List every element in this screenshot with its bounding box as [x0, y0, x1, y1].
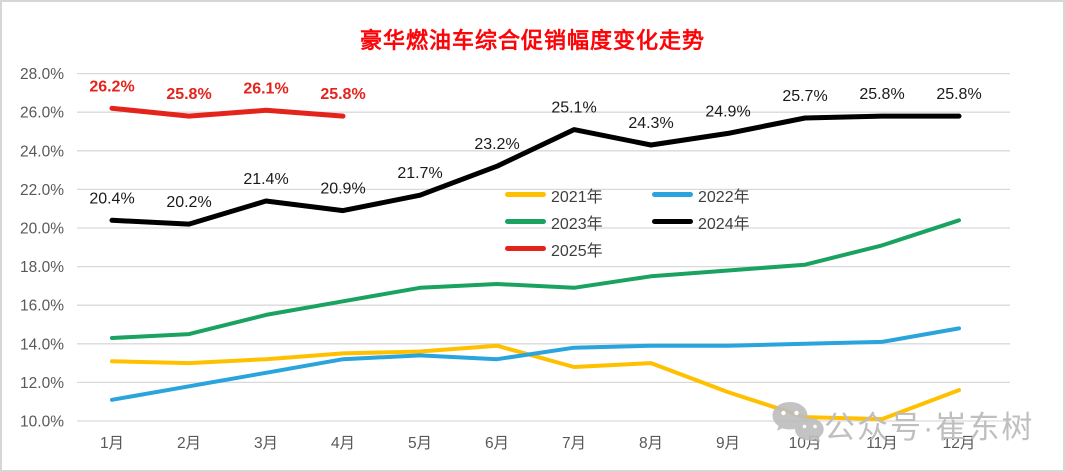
data-label-2024年: 24.9%: [705, 103, 750, 120]
x-axis-tick-label: 5月: [408, 435, 432, 452]
legend-label-2024: 2024年: [698, 215, 750, 233]
chart-title: 豪华燃油车综合促销幅度变化走势: [359, 28, 705, 53]
y-axis-tick-label: 28.0%: [20, 66, 64, 83]
data-label-2024年: 20.2%: [166, 194, 211, 211]
x-axis-tick-label: 8月: [639, 435, 663, 452]
x-axis-tick-label: 12月: [943, 435, 976, 452]
data-label-2024年: 21.4%: [243, 171, 288, 188]
series-line-2022年: [110, 326, 961, 402]
x-axis-tick-label: 11月: [866, 435, 898, 452]
y-axis-tick-label: 16.0%: [20, 298, 64, 315]
y-axis-tick-label: 24.0%: [20, 143, 64, 160]
y-axis-tick-label: 22.0%: [20, 182, 64, 199]
y-axis-tick-label: 26.0%: [20, 105, 64, 122]
legend-swatch-2025-icon: [505, 246, 546, 251]
legend-item-2022: 2022年: [652, 181, 799, 208]
legend-item-2021: 2021年: [505, 181, 652, 208]
legend-item-2025: 2025年: [505, 235, 652, 262]
legend-swatch-2024-icon: [652, 219, 693, 224]
x-axis-tick-label: 9月: [716, 435, 740, 452]
x-axis-tick-label: 1月: [100, 435, 124, 452]
y-axis-tick-label: 20.0%: [20, 221, 64, 238]
series-line-2021年: [110, 343, 961, 422]
data-label-2024年: 23.2%: [474, 136, 519, 153]
data-label-2024年: 21.7%: [397, 165, 442, 182]
data-label-2025年: 26.1%: [243, 80, 288, 97]
legend-swatch-2021-icon: [505, 192, 546, 197]
data-label-2024年: 25.1%: [551, 100, 596, 117]
x-axis-tick-label: 4月: [331, 435, 355, 452]
y-axis-tick-label: 14.0%: [20, 336, 64, 353]
data-label-2024年: 20.4%: [89, 190, 134, 207]
series-line-2025年: [109, 105, 346, 119]
x-axis-tick-label: 10月: [789, 435, 822, 452]
legend-swatch-2022-icon: [652, 192, 693, 197]
data-label-2024年: 20.9%: [320, 181, 365, 198]
x-axis-tick-label: 3月: [254, 435, 278, 452]
x-axis-tick-label: 7月: [562, 435, 586, 452]
chart-legend: 2021年 2022年 2023年 2024年 2025年: [505, 181, 799, 262]
data-label-2025年: 25.8%: [320, 86, 365, 103]
data-label-2024年: 25.7%: [782, 88, 827, 105]
x-axis-tick-label: 6月: [485, 435, 509, 452]
legend-label-2022: 2022年: [698, 188, 750, 206]
data-label-2024年: 25.8%: [936, 86, 981, 103]
series-line-2024年: [109, 113, 962, 227]
legend-label-2023: 2023年: [551, 215, 603, 233]
data-label-2025年: 26.2%: [89, 78, 134, 95]
y-axis-tick-label: 18.0%: [20, 259, 64, 276]
series-line-2023年: [110, 218, 961, 340]
legend-label-2025: 2025年: [551, 242, 603, 260]
data-label-2024年: 25.8%: [859, 86, 904, 103]
x-axis-tick-label: 2月: [177, 435, 201, 452]
data-label-2025年: 25.8%: [166, 86, 211, 103]
data-label-2024年: 24.3%: [628, 115, 673, 132]
legend-item-2023: 2023年: [505, 208, 652, 235]
legend-label-2021: 2021年: [551, 188, 603, 206]
legend-item-2024: 2024年: [652, 208, 799, 235]
legend-swatch-2023-icon: [505, 219, 546, 224]
y-axis-tick-label: 12.0%: [20, 375, 64, 392]
y-axis-tick-label: 10.0%: [20, 414, 64, 431]
